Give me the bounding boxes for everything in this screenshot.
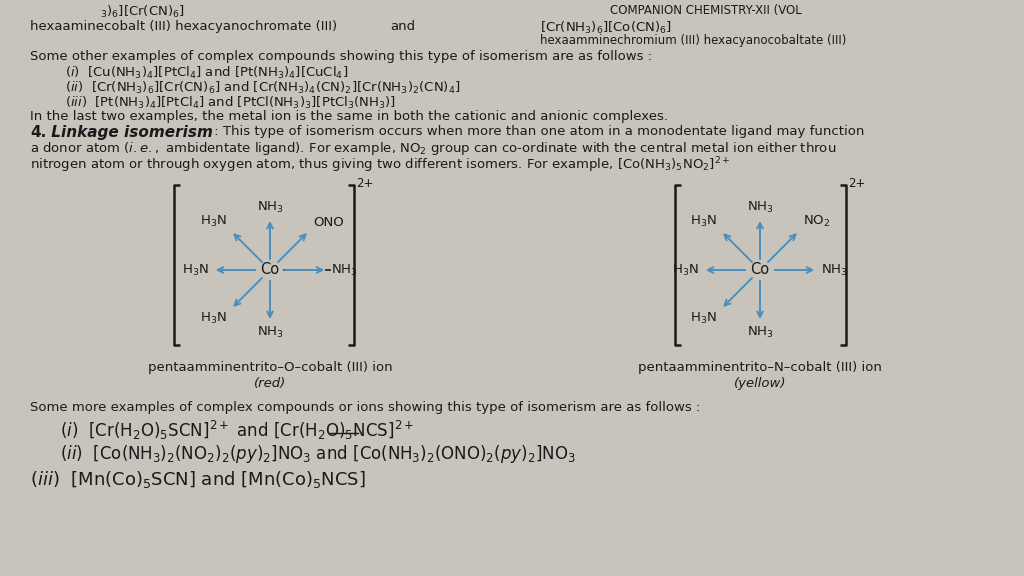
Text: hexaamminechromium (III) hexacyanocobaltate (III): hexaamminechromium (III) hexacyanocobalt… [540,34,847,47]
Text: H$_3$N: H$_3$N [690,214,717,229]
Text: In the last two examples, the metal ion is the same in both the cationic and ani: In the last two examples, the metal ion … [30,110,668,123]
Text: (red): (red) [254,377,286,390]
Text: Co: Co [260,263,280,278]
Text: COMPANION CHEMISTRY-XII (VOL: COMPANION CHEMISTRY-XII (VOL [610,4,802,17]
Text: [Cr(NH$_3$)$_6$][Co(CN)$_6$]: [Cr(NH$_3$)$_6$][Co(CN)$_6$] [540,20,672,36]
Text: (yellow): (yellow) [734,377,786,390]
Text: H$_3$N: H$_3$N [672,263,698,278]
Text: Linkage isomerism: Linkage isomerism [46,125,213,140]
Text: ($i$)  [Cu(NH$_3$)$_4$][PtCl$_4$] and [Pt(NH$_3$)$_4$][CuCl$_4$]: ($i$) [Cu(NH$_3$)$_4$][PtCl$_4$] and [Pt… [65,65,348,81]
Text: ($ii$)  [Cr(NH$_3$)$_6$][Cr(CN)$_6$] and [Cr(NH$_3$)$_4$(CN)$_2$][Cr(NH$_3$)$_2$: ($ii$) [Cr(NH$_3$)$_6$][Cr(CN)$_6$] and … [65,80,461,96]
Text: ONO: ONO [313,216,344,229]
Text: ($i$)  [Cr(H$_2$O)$_5$SCN]$^{2+}$ and [Cr(H$_2$O)$_5$NCS]$^{2+}$: ($i$) [Cr(H$_2$O)$_5$SCN]$^{2+}$ and [Cr… [60,419,414,442]
Text: : This type of isomerism occurs when more than one atom in a monodentate ligand : : This type of isomerism occurs when mor… [210,125,864,138]
Text: H$_3$N: H$_3$N [690,311,717,326]
Text: Some other examples of complex compounds showing this type of isomerism are as f: Some other examples of complex compounds… [30,50,652,63]
Text: hexaaminecobalt (III) hexacyanochromate (III): hexaaminecobalt (III) hexacyanochromate … [30,20,337,33]
Text: H$_3$N: H$_3$N [200,311,227,326]
Text: $_{3})_6$][Cr(CN)$_6$]: $_{3})_6$][Cr(CN)$_6$] [100,4,185,20]
Text: 2+: 2+ [356,177,374,190]
Text: NH$_3$: NH$_3$ [257,325,284,340]
Text: NH$_3$: NH$_3$ [746,325,773,340]
Text: and: and [390,20,415,33]
Text: Some more examples of complex compounds or ions showing this type of isomerism a: Some more examples of complex compounds … [30,401,700,414]
Text: pentaamminentrito–O–cobalt (III) ion: pentaamminentrito–O–cobalt (III) ion [147,361,392,374]
Text: NO$_2$: NO$_2$ [803,214,830,229]
Text: ($ii$)  [Co(NH$_3$)$_2$(NO$_2$)$_2$($py$)$_2$]NO$_3$ and [Co(NH$_3$)$_2$(ONO)$_2: ($ii$) [Co(NH$_3$)$_2$(NO$_2$)$_2$($py$)… [60,443,575,465]
Text: NH$_3$: NH$_3$ [746,200,773,215]
Text: a donor atom ($i.e.,$ ambidentate ligand). For example, NO$_2$ group can co-ordi: a donor atom ($i.e.,$ ambidentate ligand… [30,140,837,157]
Text: NH$_3$: NH$_3$ [257,200,284,215]
Text: Co: Co [751,263,770,278]
Text: pentaamminentrito–N–cobalt (III) ion: pentaamminentrito–N–cobalt (III) ion [638,361,882,374]
Text: ($iii$)  [Pt(NH$_3$)$_4$][PtCl$_4$] and [PtCl(NH$_3$)$_3$][PtCl$_3$(NH$_3$)]: ($iii$) [Pt(NH$_3$)$_4$][PtCl$_4$] and [… [65,95,395,111]
Text: nitrogen atom or through oxygen atom, thus giving two different isomers. For exa: nitrogen atom or through oxygen atom, th… [30,155,731,175]
Text: NH$_3$: NH$_3$ [821,263,848,278]
Text: H$_3$N: H$_3$N [182,263,209,278]
Text: 2+: 2+ [848,177,865,190]
Text: H$_3$N: H$_3$N [200,214,227,229]
Text: NH$_3$: NH$_3$ [331,263,357,278]
Text: ($iii$)  [Mn(Co)$_5$SCN] and [Mn(Co)$_5$NCS]: ($iii$) [Mn(Co)$_5$SCN] and [Mn(Co)$_5$N… [30,469,366,490]
Text: 4.: 4. [30,125,46,140]
